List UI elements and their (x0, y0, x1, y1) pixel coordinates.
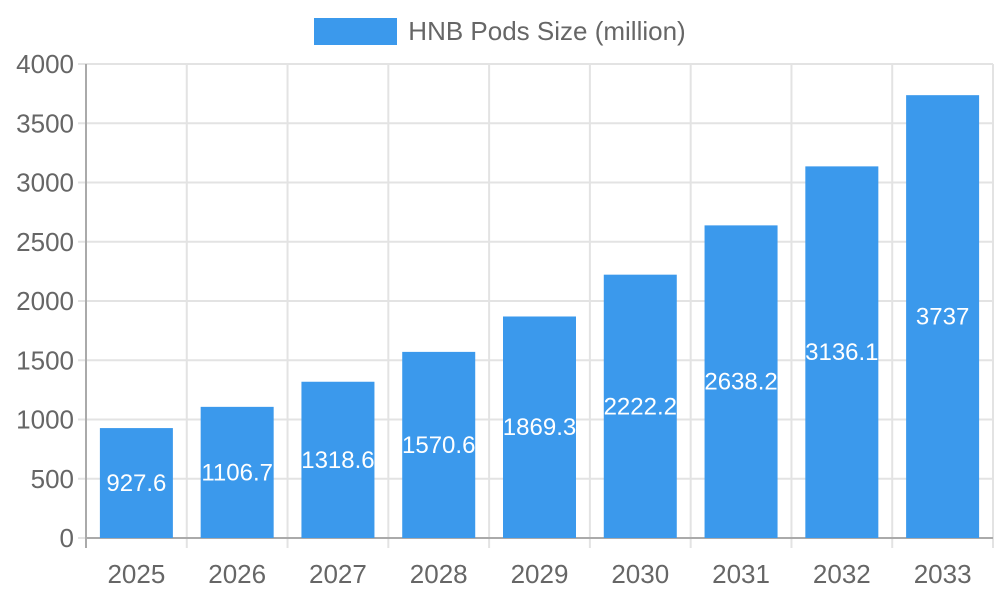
bar-2033[interactable] (906, 95, 980, 538)
x-tick-label: 2031 (712, 559, 770, 589)
bar-value-label: 1869.3 (503, 414, 576, 441)
bar-2031[interactable] (704, 225, 778, 539)
bar-2026[interactable] (200, 406, 274, 538)
x-tick-label: 2026 (208, 559, 266, 589)
bar-value-label: 2222.2 (604, 393, 677, 420)
y-tick-label: 1000 (16, 405, 74, 435)
x-tick-label: 2027 (309, 559, 367, 589)
bar-2027[interactable] (301, 381, 375, 538)
y-tick-label: 3500 (16, 108, 74, 138)
x-tick-label: 2028 (410, 559, 468, 589)
legend-swatch (314, 18, 398, 45)
bar-value-label: 1318.6 (301, 447, 374, 474)
y-tick-label: 4000 (16, 49, 74, 79)
x-tick-label: 2025 (107, 559, 165, 589)
bar-2030[interactable] (603, 274, 677, 538)
bar-2029[interactable] (503, 316, 576, 538)
y-tick-label: 0 (60, 523, 74, 553)
bar-value-label: 1106.7 (201, 459, 273, 486)
bar-2025[interactable] (99, 428, 173, 538)
bar-2028[interactable] (402, 351, 476, 538)
bar-value-label: 2638.2 (704, 369, 777, 396)
legend-label: HNB Pods Size (million) (408, 16, 686, 46)
y-tick-label: 2000 (16, 286, 74, 316)
y-tick-label: 500 (31, 464, 74, 494)
x-tick-label: 2033 (914, 559, 972, 589)
legend[interactable]: HNB Pods Size (million) (0, 18, 1000, 45)
y-tick-label: 3000 (16, 168, 74, 198)
bar-value-label: 927.6 (106, 470, 166, 497)
bar-value-label: 3136.1 (805, 339, 878, 366)
bar-value-label: 1570.6 (402, 432, 475, 459)
y-tick-label: 1500 (16, 345, 74, 375)
bar-2032[interactable] (805, 166, 879, 539)
x-tick-label: 2032 (813, 559, 871, 589)
x-tick-label: 2029 (511, 559, 569, 589)
y-tick-label: 2500 (16, 227, 74, 257)
bar-value-label: 3737 (916, 304, 969, 331)
x-tick-label: 2030 (611, 559, 669, 589)
